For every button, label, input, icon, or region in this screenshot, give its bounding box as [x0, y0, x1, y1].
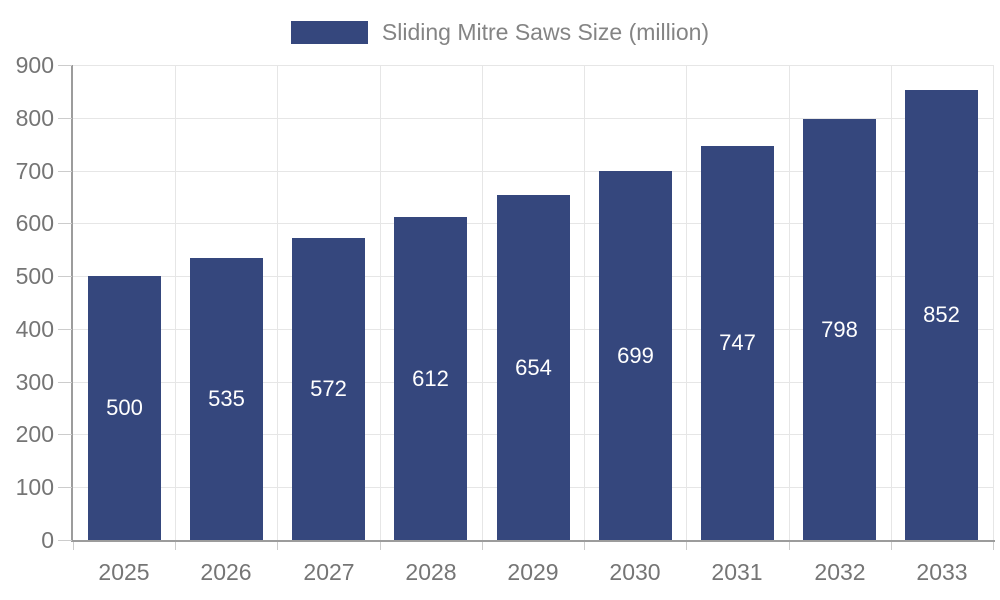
y-tick	[58, 276, 72, 278]
bar-2030[interactable]: 699	[599, 171, 672, 540]
legend-swatch-icon	[290, 20, 368, 44]
y-tick	[58, 434, 72, 436]
plot-area: 500 535 572 612 654 699 747 798 852	[73, 65, 994, 540]
bar-2033[interactable]: 852	[905, 90, 978, 540]
y-tick-label: 800	[15, 104, 54, 131]
bar-value-label: 500	[106, 395, 143, 420]
legend-label: Sliding Mitre Saws Size (million)	[381, 19, 710, 45]
bar-value-label: 747	[719, 330, 756, 355]
y-tick-label: 600	[15, 210, 54, 237]
x-tick	[993, 542, 994, 550]
v-gridline	[175, 65, 176, 540]
bar-2026[interactable]: 535	[190, 258, 263, 540]
y-tick-label: 500	[15, 263, 54, 290]
v-gridline	[993, 65, 994, 540]
legend[interactable]: Sliding Mitre Saws Size (million)	[0, 18, 1000, 46]
h-gridline	[73, 65, 993, 66]
y-tick-label: 400	[15, 315, 54, 342]
x-tick-label: 2026	[200, 559, 252, 585]
x-tick-label: 2025	[98, 559, 150, 585]
x-tick	[584, 542, 585, 550]
v-gridline	[277, 65, 278, 540]
v-gridline	[789, 65, 790, 540]
x-tick-label: 2032	[814, 559, 866, 585]
h-gridline	[73, 117, 993, 119]
x-tick-label: 2033	[916, 559, 968, 585]
y-tick-label: 900	[15, 52, 54, 78]
y-tick	[58, 223, 72, 225]
bar-value-label: 654	[515, 354, 552, 380]
bar-2029[interactable]: 654	[497, 195, 570, 540]
x-tick-label: 2028	[405, 559, 457, 585]
x-tick	[789, 542, 790, 550]
y-tick	[58, 381, 72, 383]
bar-2025[interactable]: 500	[88, 276, 161, 540]
bar-value-label: 852	[923, 302, 960, 327]
x-tick	[380, 542, 381, 550]
x-tick-label: 2030	[609, 559, 661, 585]
y-tick-label: 300	[15, 368, 54, 395]
x-tick	[686, 542, 687, 550]
y-tick	[58, 117, 72, 119]
x-tick	[175, 542, 176, 550]
x-tick	[277, 542, 278, 550]
v-gridline	[380, 65, 381, 540]
bar-value-label: 572	[310, 376, 347, 401]
bar-2028[interactable]: 612	[394, 217, 467, 540]
bar-2027[interactable]: 572	[292, 238, 365, 540]
bar-value-label: 535	[208, 386, 245, 411]
v-gridline	[891, 65, 892, 540]
x-tick	[73, 542, 74, 550]
x-tick-label: 2031	[711, 559, 763, 585]
v-gridline	[584, 65, 585, 540]
v-gridline	[686, 65, 687, 540]
x-tick-label: 2029	[507, 559, 559, 585]
y-tick	[58, 487, 72, 489]
y-tick	[58, 170, 72, 172]
x-tick-label: 2027	[303, 559, 355, 585]
x-axis-line	[71, 540, 995, 542]
h-gridline	[73, 170, 993, 172]
v-gridline	[482, 65, 483, 540]
y-axis-line	[71, 65, 73, 542]
y-tick	[58, 328, 72, 330]
bar-value-label: 612	[412, 365, 449, 391]
y-tick-label: 100	[15, 474, 54, 501]
y-tick	[58, 540, 72, 541]
bar-2031[interactable]: 747	[701, 146, 774, 540]
bar-value-label: 798	[821, 316, 858, 342]
x-tick	[891, 542, 892, 550]
x-tick	[482, 542, 483, 550]
y-tick-label: 200	[15, 421, 54, 448]
bar-value-label: 699	[617, 342, 654, 368]
y-tick-label: 0	[41, 527, 54, 553]
bar-2032[interactable]: 798	[803, 119, 876, 540]
y-tick	[58, 65, 72, 66]
y-tick-label: 700	[15, 157, 54, 184]
